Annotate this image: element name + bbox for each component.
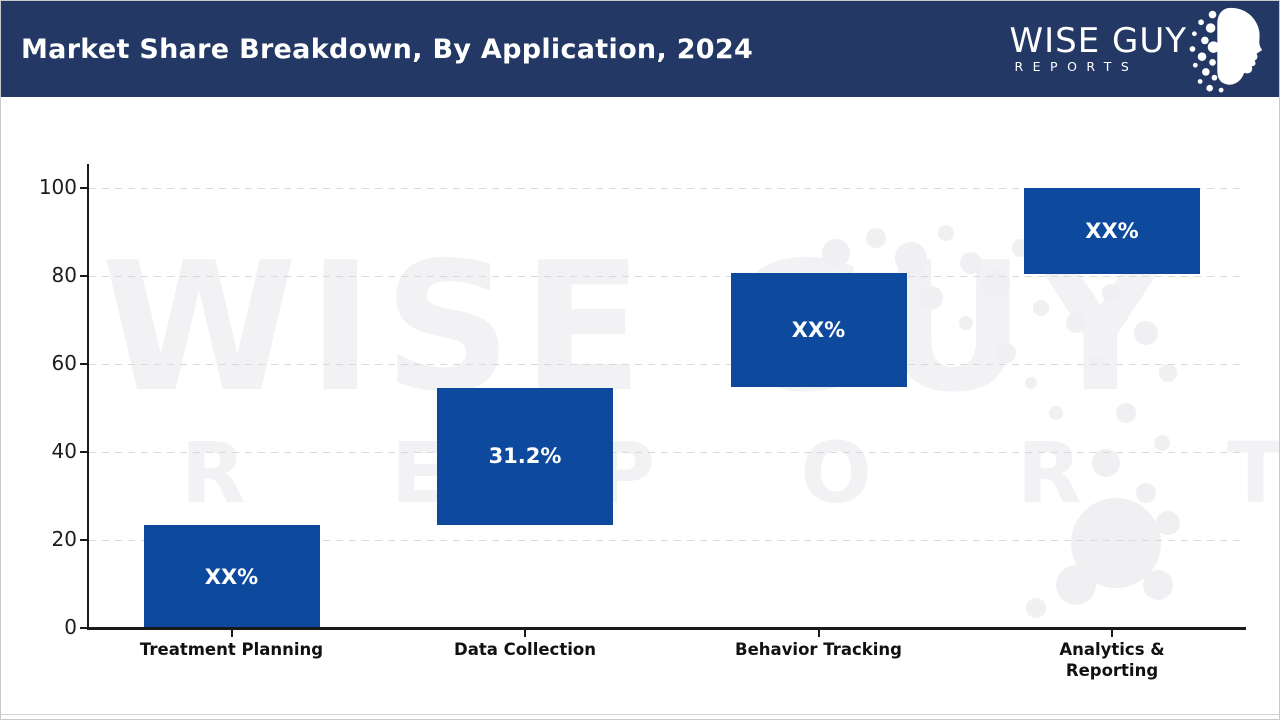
- y-axis-tick-mark: [80, 451, 89, 453]
- dotted-head-icon: [1189, 7, 1263, 93]
- y-axis-tick-label: 100: [38, 175, 77, 199]
- bar-value-label: XX%: [204, 564, 259, 589]
- gridline: [89, 452, 1246, 453]
- waterfall-bar: 31.2%: [437, 387, 613, 526]
- gridline: [89, 188, 1246, 189]
- bar-value-label: XX%: [791, 317, 846, 342]
- y-axis-tick-mark: [80, 275, 89, 277]
- x-axis-category-label: Treatment Planning: [139, 640, 324, 659]
- gridline: [89, 540, 1246, 541]
- y-axis-tick-label: 0: [64, 615, 77, 639]
- bar-value-label: XX%: [1085, 218, 1139, 243]
- wiseguy-logo: WISE GUY REPORTS: [1009, 5, 1267, 93]
- waterfall-bar: XX%: [1024, 188, 1200, 274]
- y-axis-tick-mark: [80, 187, 89, 189]
- y-axis-tick-mark: [80, 539, 89, 541]
- x-axis-category-label: Data Collection: [454, 640, 596, 659]
- y-axis-tick-label: 80: [51, 263, 77, 287]
- y-axis-tick-mark: [80, 627, 89, 629]
- x-axis-tick-mark: [1111, 630, 1113, 637]
- y-axis-tick-label: 40: [51, 439, 77, 463]
- y-axis-tick-label: 60: [51, 351, 77, 375]
- bar-value-label: 31.2%: [488, 444, 562, 469]
- gridline: [89, 364, 1246, 365]
- logo-wordmark: WISE GUY: [1009, 21, 1187, 62]
- gridline: [89, 276, 1246, 277]
- x-axis-line: [87, 627, 1246, 630]
- y-axis-tick-label: 20: [51, 527, 77, 551]
- bottom-divider: [1, 714, 1279, 715]
- watermark-dotted-head: [822, 225, 1180, 618]
- header-bar: Market Share Breakdown, By Application, …: [1, 1, 1279, 97]
- x-axis-category-label: Analytics & Reporting: [1059, 640, 1165, 681]
- x-axis-tick-mark: [524, 630, 526, 637]
- waterfall-bar: XX%: [143, 525, 320, 628]
- x-axis-category-label: Behavior Tracking: [735, 640, 902, 659]
- y-axis-tick-mark: [80, 363, 89, 365]
- watermark-subtitle: R E P O R T S: [181, 424, 1279, 522]
- page-title: Market Share Breakdown, By Application, …: [21, 33, 754, 65]
- logo-subtitle: REPORTS: [1014, 59, 1139, 75]
- logo-text: WISE GUY REPORTS: [1009, 24, 1187, 74]
- y-axis-line: [87, 164, 89, 630]
- waterfall-bar: XX%: [730, 272, 907, 387]
- x-axis-tick-mark: [230, 630, 233, 637]
- x-axis-tick-mark: [817, 630, 820, 637]
- watermark-wordmark: WISE GUY: [101, 224, 1175, 431]
